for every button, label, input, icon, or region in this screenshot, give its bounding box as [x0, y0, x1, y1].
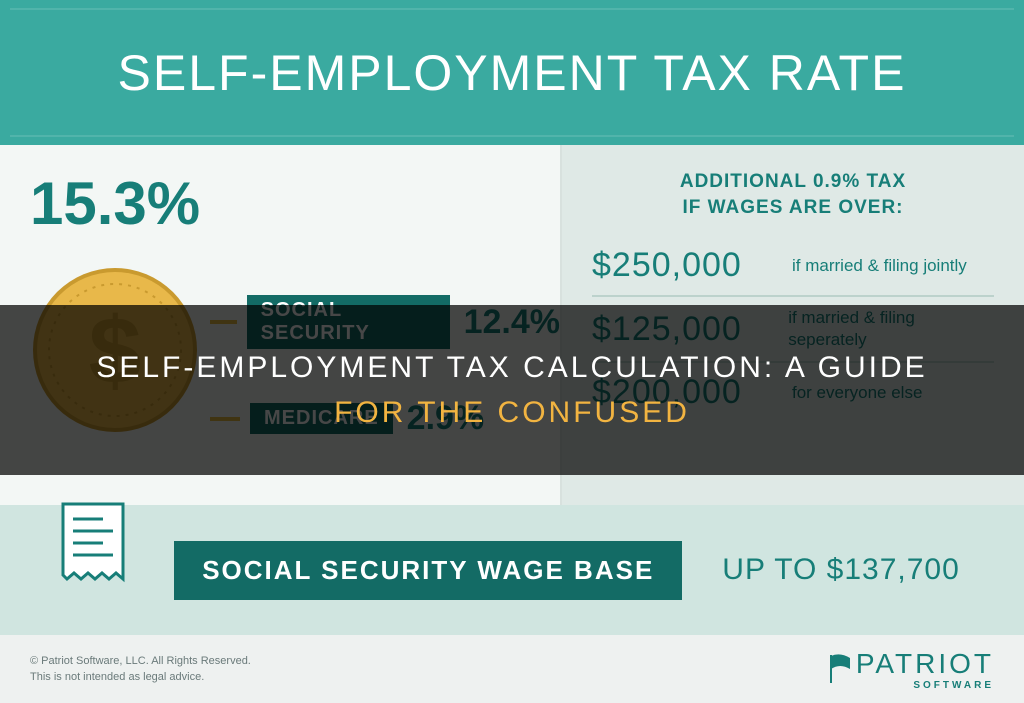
additional-heading-line1: ADDITIONAL 0.9% TAX — [680, 171, 906, 192]
receipt-icon — [58, 499, 128, 589]
threshold-desc: if married & filing jointly — [792, 255, 967, 277]
wage-base-banner: SOCIAL SECURITY WAGE BASE UP TO $137,700 — [0, 505, 1024, 635]
threshold-amount: $250,000 — [592, 246, 792, 285]
wage-base-amount: UP TO $137,700 — [722, 553, 960, 587]
logo-text-main: PATRIOT — [856, 648, 994, 679]
overlay-line1: SELF-EMPLOYMENT TAX CALCULATION: A GUIDE — [96, 351, 927, 384]
additional-heading: ADDITIONAL 0.9% TAX IF WAGES ARE OVER: — [592, 169, 994, 220]
copyright-text: © Patriot Software, LLC. All Rights Rese… — [30, 653, 251, 670]
overlay-title: SELF-EMPLOYMENT TAX CALCULATION: A GUIDE… — [96, 345, 927, 435]
logo-flag-icon — [828, 653, 854, 685]
page-title: SELF-EMPLOYMENT TAX RATE — [118, 44, 907, 102]
total-tax-rate: 15.3% — [30, 169, 530, 238]
footer: © Patriot Software, LLC. All Rights Rese… — [0, 635, 1024, 703]
disclaimer-text: This is not intended as legal advice. — [30, 669, 251, 686]
header-banner: SELF-EMPLOYMENT TAX RATE — [0, 0, 1024, 145]
footer-legal: © Patriot Software, LLC. All Rights Rese… — [30, 653, 251, 686]
infographic-root: SELF-EMPLOYMENT TAX RATE 15.3% $ SOCIAL … — [0, 0, 1024, 703]
title-overlay: SELF-EMPLOYMENT TAX CALCULATION: A GUIDE… — [0, 305, 1024, 475]
overlay-line2: FOR THE CONFUSED — [334, 396, 690, 429]
patriot-logo: PATRIOT SOFTWARE — [828, 648, 994, 691]
threshold-row: $250,000 if married & filing jointly — [592, 236, 994, 297]
logo-text-sub: SOFTWARE — [856, 680, 994, 691]
additional-heading-line2: IF WAGES ARE OVER: — [682, 197, 903, 218]
wage-base-label: SOCIAL SECURITY WAGE BASE — [174, 541, 682, 600]
